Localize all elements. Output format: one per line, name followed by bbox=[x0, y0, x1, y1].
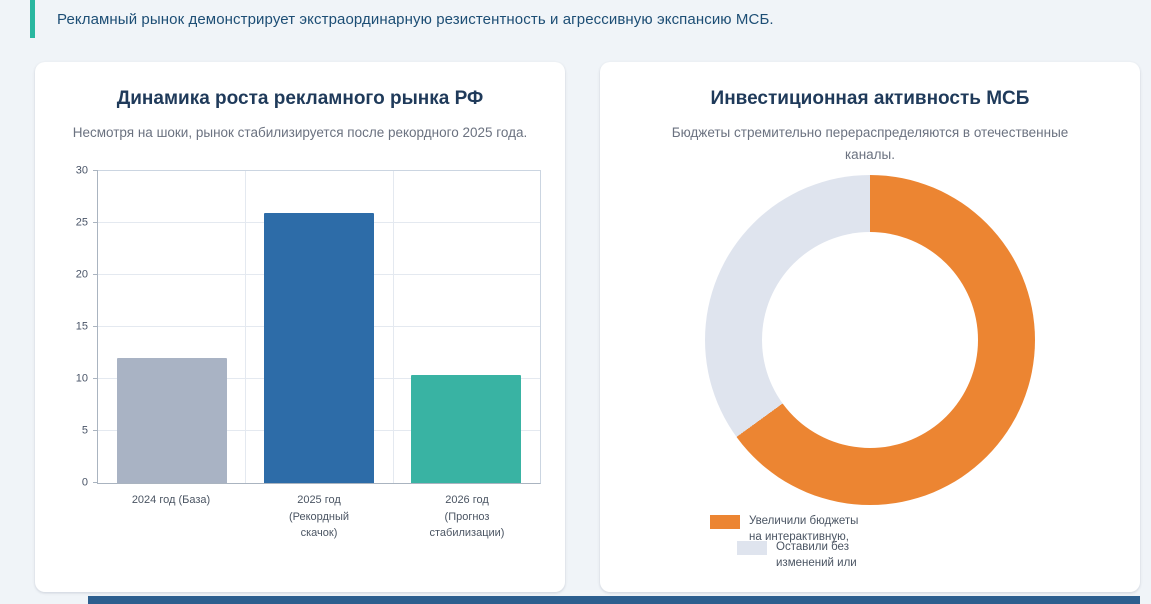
x-axis-label-2024: 2024 год (База) bbox=[131, 494, 211, 507]
y-axis-label: 0 bbox=[81, 476, 88, 489]
y-axis-label: 10 bbox=[75, 372, 88, 385]
bar-chart-title: Динамика роста рекламного рынка РФ bbox=[116, 88, 484, 109]
bar-slot bbox=[98, 171, 245, 484]
bar-slot bbox=[245, 171, 392, 484]
cards-row: Динамика роста рекламного рынка РФ Несмо… bbox=[0, 38, 1151, 592]
donut-chart-subtitle: Бюджеты стремительно перераспределяются … bbox=[671, 125, 1069, 163]
bar-slot bbox=[393, 171, 540, 484]
legend-swatch-orange bbox=[710, 515, 740, 529]
header-banner: Рекламный рынок демонстрирует экстраорди… bbox=[30, 0, 1151, 38]
y-tick bbox=[93, 378, 98, 380]
y-tick bbox=[93, 222, 98, 224]
bar-chart-plot-area: 0 5 10 15 20 25 30 bbox=[76, 165, 541, 488]
gridline bbox=[245, 171, 247, 484]
x-axis-label-2025: 2025 год (Рекордный скачок) bbox=[288, 494, 350, 540]
y-tick bbox=[93, 326, 98, 328]
donut-chart-card: Инвестиционная активность МСБ Бюджеты ст… bbox=[600, 62, 1140, 592]
y-tick bbox=[93, 170, 98, 172]
bar-chart-card: Динамика роста рекламного рынка РФ Несмо… bbox=[35, 62, 565, 592]
donut bbox=[705, 174, 1035, 505]
legend-swatch-gray bbox=[737, 541, 767, 555]
legend-item-unchanged[interactable]: Оставили без изменений или bbox=[737, 540, 896, 571]
y-tick bbox=[93, 430, 98, 432]
donut-chart-area bbox=[610, 174, 1130, 505]
next-section-strip bbox=[88, 596, 1140, 604]
bar-chart-subtitle: Несмотря на шоки, рынок стабилизируется … bbox=[72, 125, 528, 140]
donut-legend: Увеличили бюджеты на интерактивную, Оста… bbox=[710, 514, 1010, 569]
y-tick bbox=[93, 274, 98, 276]
gridline bbox=[392, 171, 394, 484]
y-tick bbox=[93, 482, 98, 484]
x-axis-label-2026: 2026 год (Прогноз стабилизации) bbox=[429, 494, 505, 540]
bar-2024 bbox=[116, 358, 227, 484]
y-axis-label: 15 bbox=[75, 320, 88, 333]
bar-2026 bbox=[411, 375, 522, 484]
header-text: Рекламный рынок демонстрирует экстраорди… bbox=[57, 10, 774, 28]
legend-label: Оставили без изменений или bbox=[776, 541, 857, 569]
y-axis-label: 25 bbox=[75, 216, 88, 229]
y-axis-label: 5 bbox=[81, 424, 88, 437]
bars-container bbox=[98, 171, 540, 484]
donut-chart-title: Инвестиционная активность МСБ bbox=[710, 88, 1030, 109]
donut-hole bbox=[762, 231, 978, 448]
legend-label: Увеличили бюджеты на интерактивную, bbox=[749, 515, 859, 543]
x-axis-labels: 2024 год (База) 2025 год (Рекордный скач… bbox=[97, 492, 541, 542]
y-axis-label: 30 bbox=[75, 164, 88, 177]
y-axis-label: 20 bbox=[75, 268, 88, 281]
bar-2025 bbox=[263, 212, 374, 484]
legend-item-increased[interactable]: Увеличили бюджеты на интерактивную, bbox=[710, 514, 1010, 545]
